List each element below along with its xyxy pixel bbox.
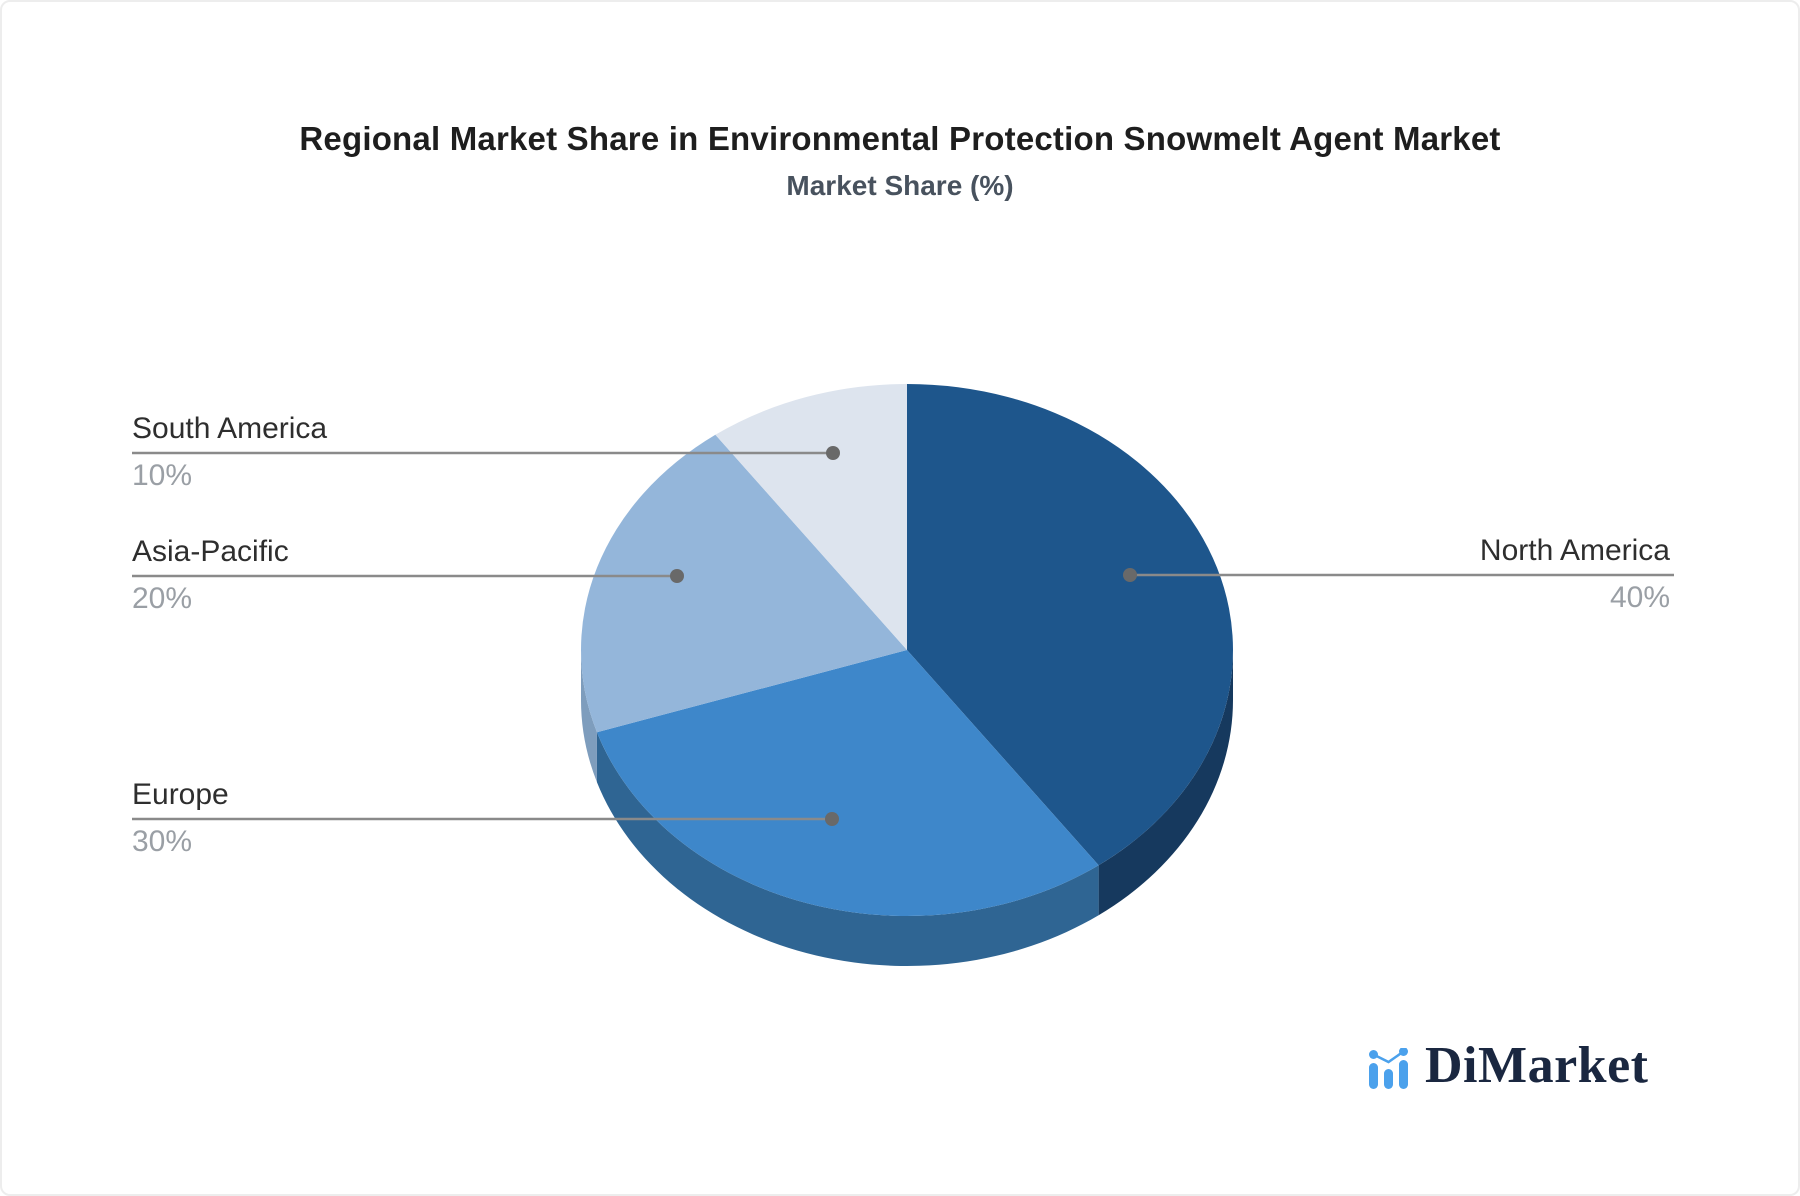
- slice-south-america[interactable]: [715, 384, 907, 650]
- slice-side-asia-pacific: [581, 650, 597, 783]
- dimarket-logo: DiMarket: [1368, 1040, 1648, 1092]
- chart-title: Regional Market Share in Environmental P…: [299, 120, 1501, 157]
- pct-north-america: 40%: [1609, 581, 1670, 614]
- logo-text: DiMarket: [1425, 1037, 1649, 1094]
- leader-dot-south-america: [826, 446, 840, 460]
- label-europe: Europe: [132, 778, 229, 811]
- mini-bar-chart-logo-icon: [1369, 1048, 1408, 1089]
- pct-south-america: 10%: [132, 459, 193, 492]
- slice-europe[interactable]: [596, 650, 1099, 917]
- slice-side-europe: [596, 732, 1099, 967]
- pct-europe: 30%: [132, 825, 193, 858]
- label-south-america: South America: [132, 412, 328, 445]
- chart-subtitle: Market Share (%): [786, 170, 1014, 201]
- label-north-america: North America: [1479, 534, 1670, 567]
- leader-dot-north-america: [1123, 568, 1137, 582]
- pct-asia-pacific: 20%: [132, 582, 193, 615]
- leader-dot-europe: [825, 812, 839, 826]
- slice-north-america[interactable]: [907, 384, 1234, 866]
- leader-dot-asia-pacific: [670, 569, 684, 583]
- label-asia-pacific: Asia-Pacific: [132, 535, 289, 568]
- slice-asia-pacific[interactable]: [581, 434, 907, 733]
- slice-side-north-america: [1098, 650, 1233, 916]
